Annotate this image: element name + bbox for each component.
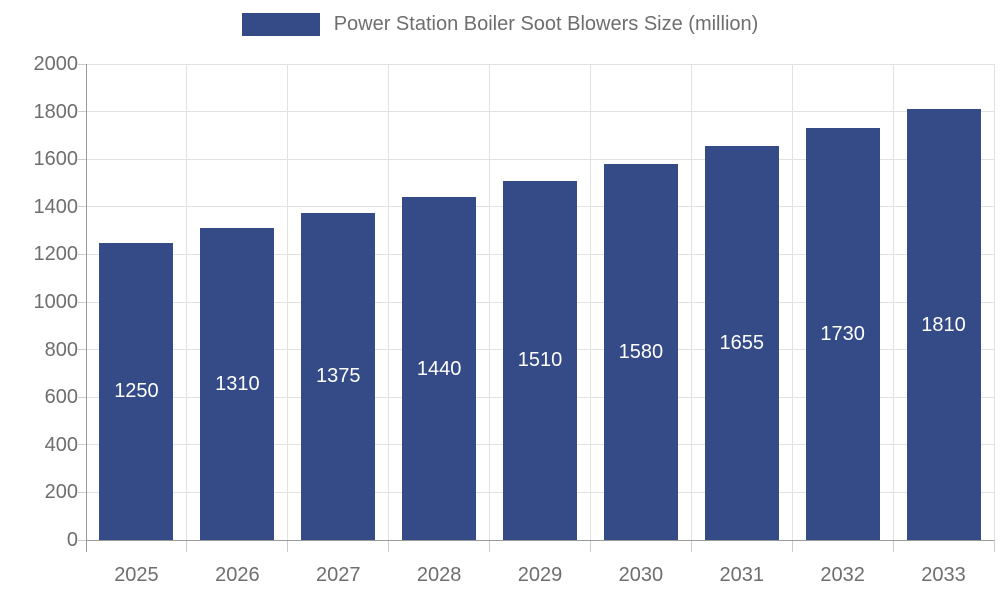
legend[interactable]: Power Station Boiler Soot Blowers Size (… — [0, 13, 1000, 36]
y-tick — [78, 396, 86, 398]
y-tick-label: 1200 — [33, 243, 79, 266]
y-tick — [78, 253, 86, 255]
bar-value-label: 1580 — [618, 340, 664, 363]
x-axis-label: 2031 — [719, 564, 765, 586]
y-tick — [78, 111, 86, 113]
y-tick — [78, 539, 86, 541]
bar[interactable] — [603, 163, 678, 540]
y-tick — [78, 491, 86, 493]
x-tick — [589, 540, 591, 552]
bar[interactable] — [704, 146, 779, 540]
bar-value-label: 1440 — [416, 357, 462, 380]
legend-label: Power Station Boiler Soot Blowers Size (… — [333, 13, 759, 35]
y-tick-label: 200 — [44, 481, 78, 504]
gridline-vertical — [287, 64, 289, 540]
bar-value-label: 1375 — [315, 365, 361, 388]
gridline-vertical — [489, 64, 491, 540]
bar[interactable] — [200, 228, 275, 540]
y-tick-label: 1400 — [33, 195, 79, 218]
y-tick — [78, 206, 86, 208]
bar-value-label: 1250 — [114, 380, 159, 403]
x-tick — [388, 540, 390, 552]
gridline-vertical — [388, 64, 390, 540]
x-tick — [287, 540, 289, 552]
x-tick — [993, 540, 995, 552]
x-axis-label: 2028 — [416, 564, 462, 586]
bar[interactable] — [301, 212, 376, 540]
legend-swatch — [241, 13, 320, 36]
y-tick-label: 1000 — [33, 291, 79, 313]
y-tick — [78, 349, 86, 351]
gridline-vertical — [892, 64, 894, 540]
gridline-vertical — [993, 64, 995, 540]
x-tick — [186, 540, 188, 552]
bar-value-label: 1655 — [719, 332, 765, 355]
bar[interactable] — [906, 109, 981, 540]
bar[interactable] — [503, 180, 577, 540]
y-tick — [78, 63, 86, 65]
y-tick-label: 0 — [66, 529, 78, 551]
y-tick-label: 600 — [44, 386, 78, 409]
x-axis-label: 2033 — [921, 564, 966, 586]
x-axis-label: 2026 — [215, 564, 260, 586]
x-axis-label: 2029 — [517, 564, 563, 586]
y-axis-line — [85, 64, 87, 552]
x-tick — [791, 540, 793, 552]
gridline-vertical — [690, 64, 692, 540]
y-tick-label: 800 — [44, 338, 78, 361]
bar-value-label: 1510 — [517, 349, 563, 372]
y-tick — [78, 301, 86, 303]
bar-value-label: 1310 — [215, 373, 260, 396]
y-tick-label: 400 — [44, 433, 78, 456]
bar[interactable] — [402, 197, 477, 540]
y-tick — [78, 444, 86, 446]
x-tick — [489, 540, 491, 552]
gridline-horizontal — [86, 111, 994, 113]
x-axis-label: 2027 — [315, 564, 361, 586]
y-tick — [78, 158, 86, 160]
x-axis-label: 2025 — [114, 564, 159, 586]
x-axis-label: 2032 — [820, 564, 865, 586]
gridline-horizontal — [86, 63, 994, 65]
gridline-vertical — [589, 64, 591, 540]
bar-value-label: 1730 — [820, 323, 865, 346]
bar[interactable] — [805, 128, 880, 540]
gridline-vertical — [186, 64, 188, 540]
y-tick-label: 1600 — [33, 148, 79, 171]
bar-value-label: 1810 — [921, 313, 966, 336]
x-axis-line — [86, 539, 994, 541]
x-tick — [892, 540, 894, 552]
y-tick-label: 1800 — [33, 100, 79, 123]
bar[interactable] — [99, 242, 174, 540]
y-tick-label: 2000 — [33, 53, 79, 75]
gridline-vertical — [791, 64, 793, 540]
x-tick — [690, 540, 692, 552]
gridline-horizontal — [86, 158, 994, 160]
x-axis-label: 2030 — [618, 564, 664, 586]
